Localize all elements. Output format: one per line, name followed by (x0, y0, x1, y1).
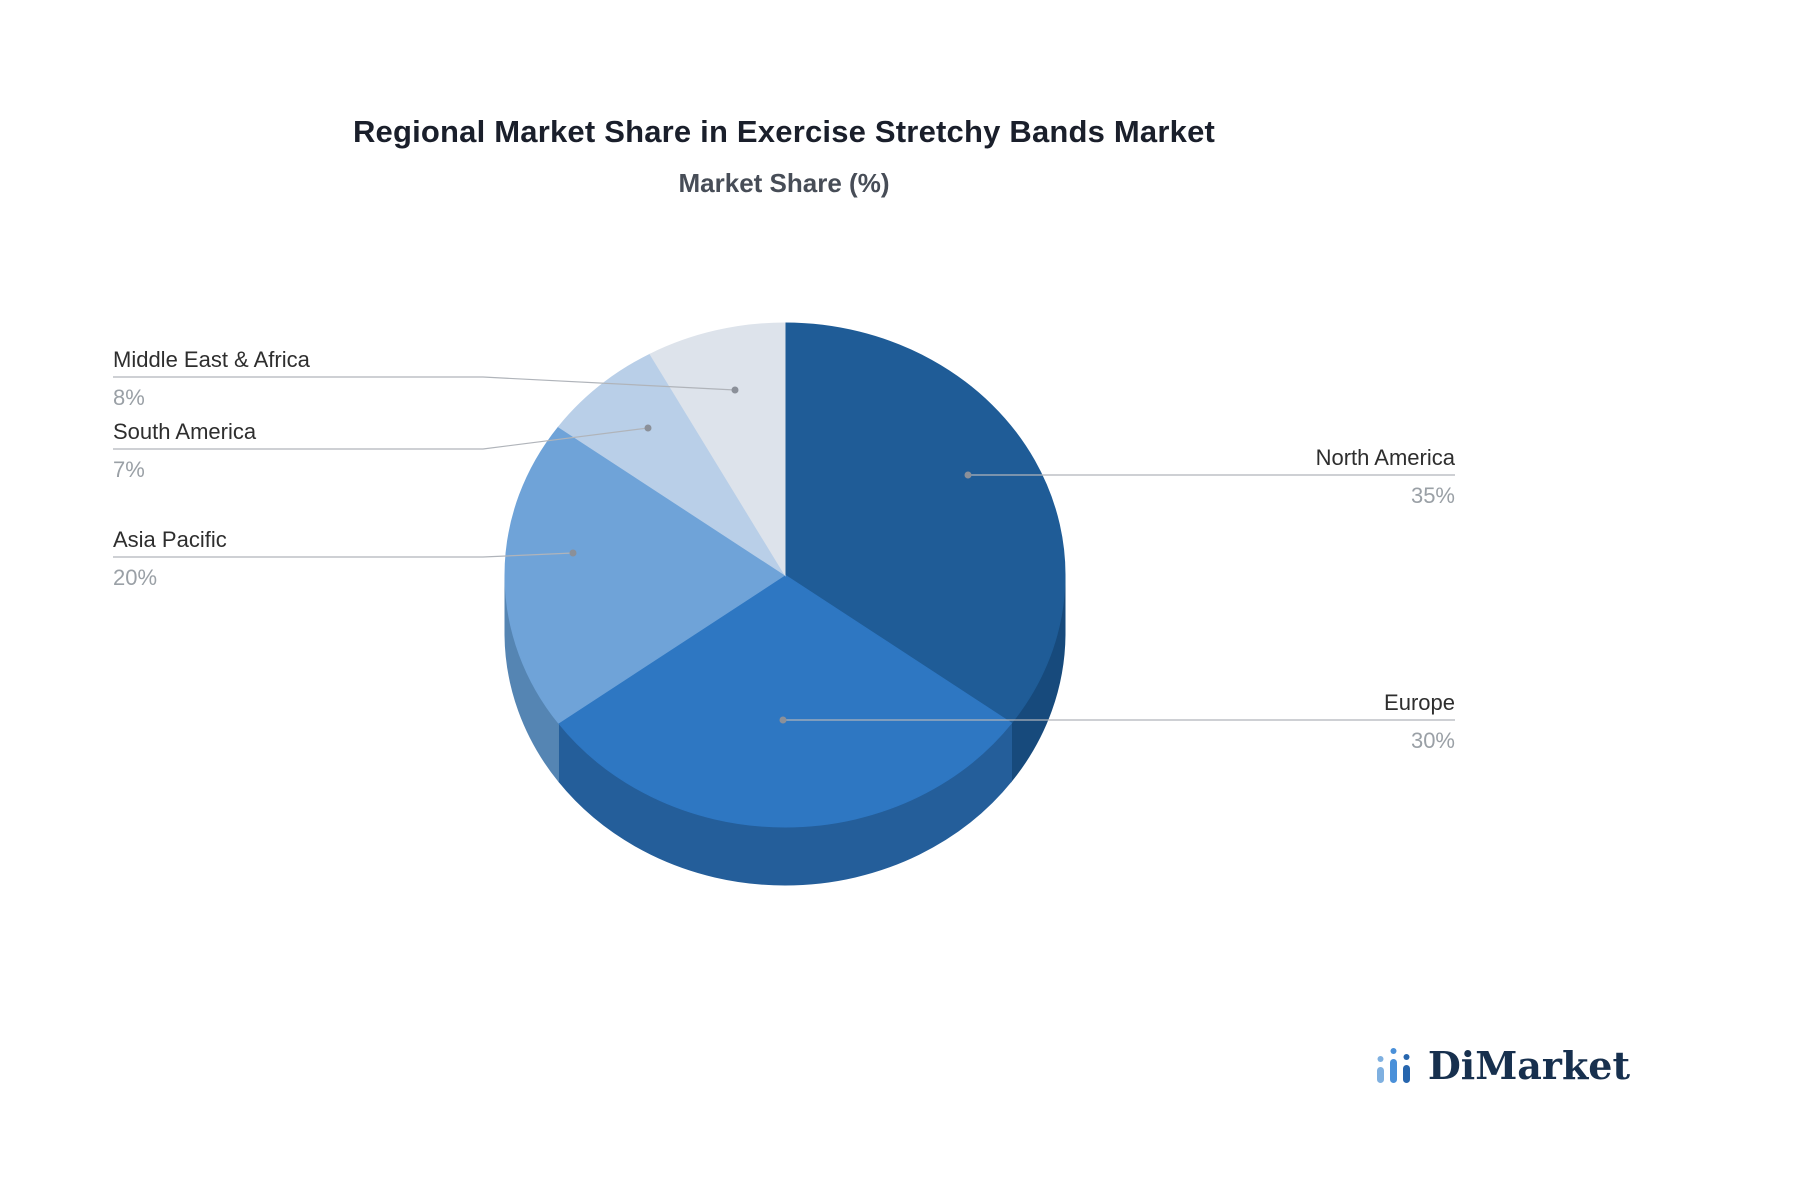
logo-text: DiMarket (1427, 1043, 1630, 1088)
slice-value: 20% (113, 565, 157, 590)
slice-marker-dot (731, 386, 739, 394)
slice-marker-dot (644, 424, 652, 432)
pie-slice-middle-east-africa (649, 322, 786, 577)
slice-marker-dot (964, 471, 972, 479)
slice-label: North America (1316, 445, 1456, 470)
slice-label: South America (113, 419, 257, 444)
leader-line (113, 552, 574, 558)
leader-line (113, 427, 649, 450)
chart-subtitle: Market Share (%) (678, 168, 890, 198)
logo: DiMarket (1372, 1034, 1630, 1098)
logo-icon (1376, 1048, 1410, 1083)
leader-line (113, 376, 736, 391)
slice-value: 8% (113, 385, 145, 410)
slice-value: 35% (1411, 483, 1455, 508)
slice-label: Middle East & Africa (113, 347, 311, 372)
chart-title: Regional Market Share in Exercise Stretc… (352, 114, 1216, 149)
pie-slice-south-america (557, 353, 786, 576)
slice-label: Asia Pacific (113, 527, 227, 552)
slice-label: Europe (1384, 690, 1455, 715)
pie-slice-asia-pacific (504, 426, 786, 724)
slice-value: 7% (113, 457, 145, 482)
pie-slice-europe (557, 574, 1013, 828)
pie-slice-north-america (784, 322, 1066, 724)
slice-value: 30% (1411, 728, 1455, 753)
slice-marker-dot (569, 549, 577, 557)
slice-marker-dot (779, 716, 787, 724)
